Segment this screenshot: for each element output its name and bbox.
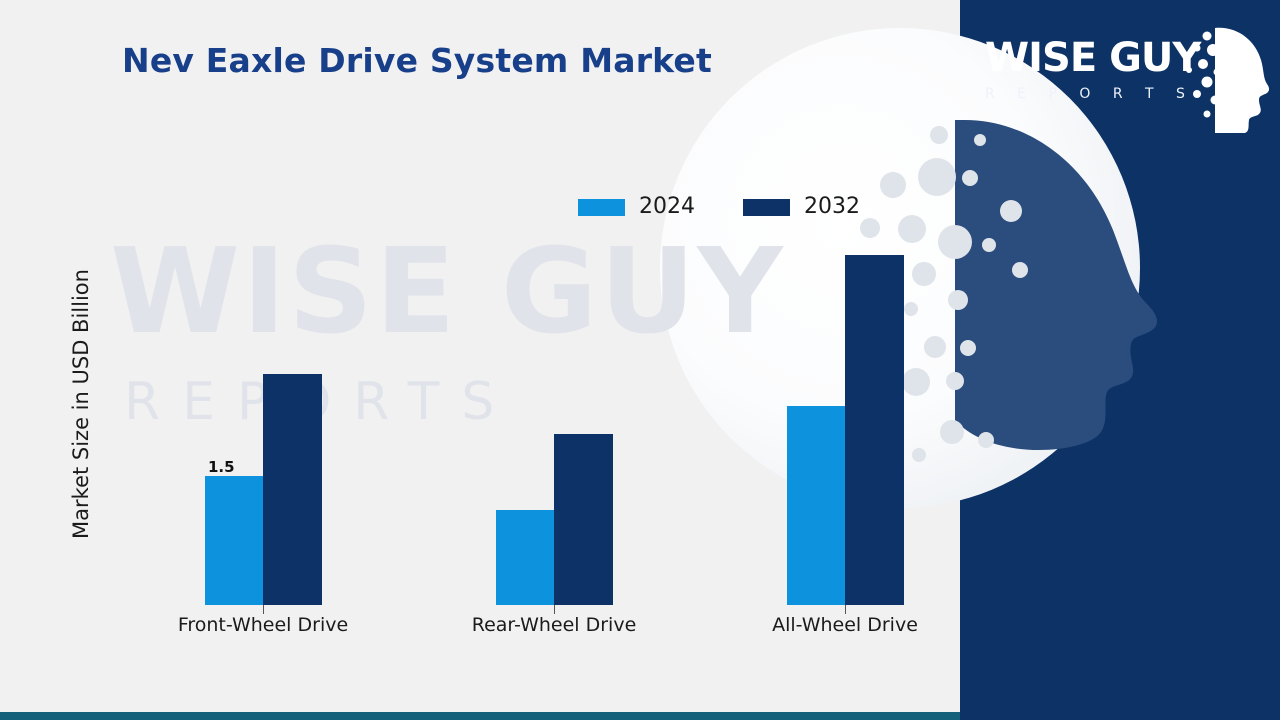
x-axis-tick (845, 605, 846, 614)
bar-2024-rear-wheel-drive[interactable] (496, 510, 554, 605)
bubble-dot (938, 225, 972, 259)
bubble-dot (1000, 200, 1022, 222)
watermark-wordmark: WISE GUY (110, 222, 785, 360)
bar-2032-front-wheel-drive[interactable] (263, 374, 322, 605)
bubble-dot (924, 336, 946, 358)
bottom-accent-strip (0, 712, 960, 720)
brand-logo[interactable]: WISE GUY R E P O R T S (985, 27, 1270, 134)
x-axis-category-label-1: Rear-Wheel Drive (471, 614, 637, 636)
legend-swatch-2032 (743, 198, 790, 216)
bubble-dot (946, 372, 964, 390)
bubble-dot (860, 218, 880, 238)
bar-2024-front-wheel-drive[interactable] (205, 476, 263, 605)
plot-area: 1.5 Front-Wheel Drive Rear-Wheel Drive A… (177, 255, 918, 636)
logo-head-icon (1186, 27, 1270, 134)
bubble-dot (930, 126, 948, 144)
bubble-dot (982, 238, 996, 252)
bubble-dot (960, 340, 976, 356)
bar-2024-all-wheel-drive[interactable] (787, 406, 845, 605)
bubble-dot (1012, 262, 1028, 278)
x-axis-tick (263, 605, 264, 614)
bubble-dot (918, 158, 956, 196)
bubble-dot (904, 302, 918, 316)
y-axis-label: Market Size in USD Billion (69, 269, 93, 539)
legend-item-2032[interactable]: 2032 (743, 196, 860, 218)
chart-legend: 2024 2032 (578, 196, 860, 218)
bubble-dot (898, 215, 926, 243)
legend-item-2024[interactable]: 2024 (578, 196, 695, 218)
head-silhouette-icon (955, 120, 1158, 450)
bubble-dot (940, 420, 964, 444)
logo-wordmark: WISE GUY (985, 35, 1201, 81)
bubble-dot (962, 170, 978, 186)
x-axis-category-label-0: Front-Wheel Drive (177, 614, 349, 636)
legend-label-2024: 2024 (639, 194, 695, 219)
bar-2032-rear-wheel-drive[interactable] (554, 434, 613, 605)
legend-swatch-2024 (578, 198, 625, 216)
bubble-dot (902, 368, 930, 396)
bubble-dot (912, 448, 926, 462)
logo-subtitle: R E P O R T S (985, 86, 1194, 102)
bubble-dot (974, 134, 986, 146)
bubble-dot (978, 432, 994, 448)
bar-value-label-front-wheel-drive-2024: 1.5 (208, 458, 235, 476)
legend-label-2032: 2032 (804, 194, 860, 219)
bubble-dot (948, 290, 968, 310)
x-axis-category-label-2: All-Wheel Drive (772, 614, 918, 636)
x-axis-tick (554, 605, 555, 614)
bubble-dot (912, 262, 936, 286)
bar-2032-all-wheel-drive[interactable] (845, 255, 904, 605)
chart-title: Nev Eaxle Drive System Market (122, 41, 712, 80)
bubble-dot (880, 172, 906, 198)
